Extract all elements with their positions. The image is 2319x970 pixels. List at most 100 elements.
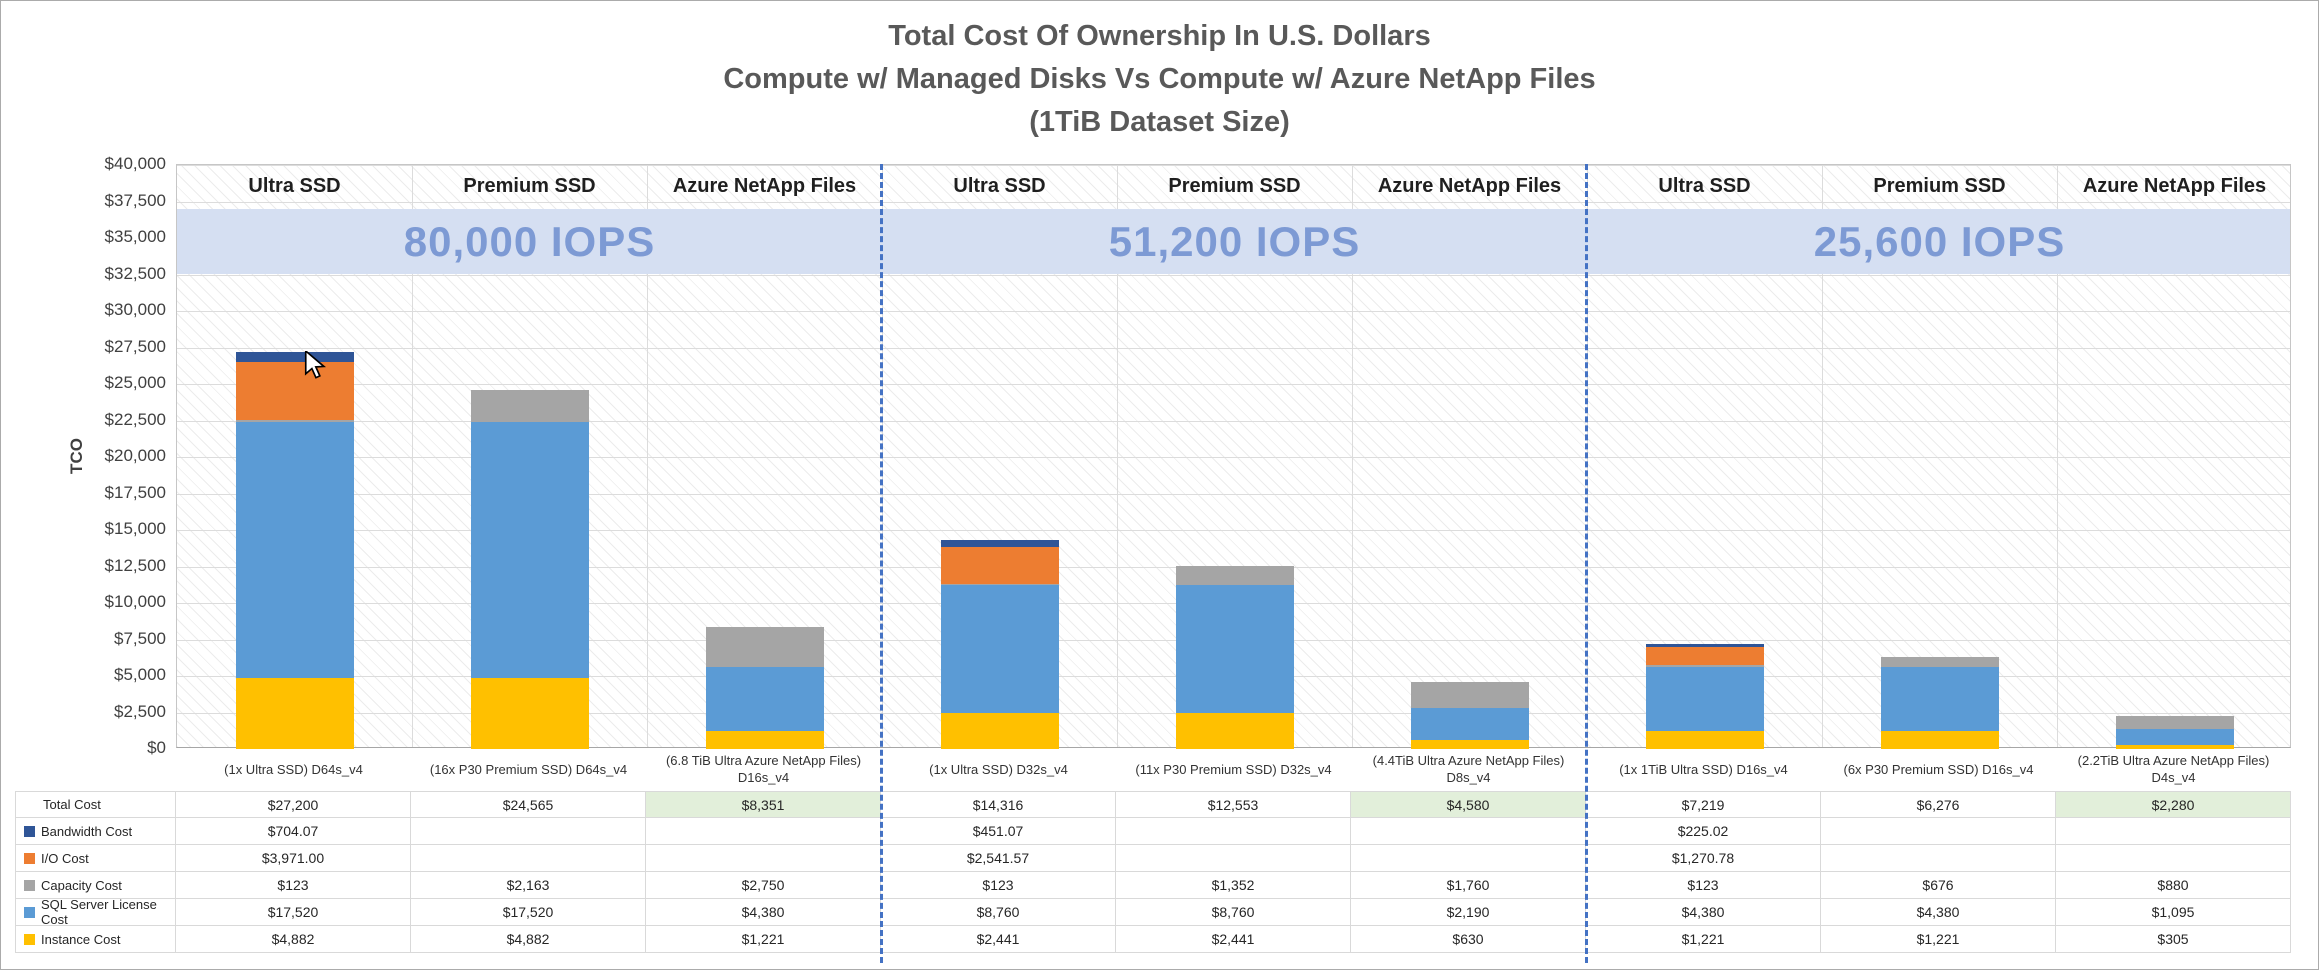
table-cell: $6,276 — [1821, 791, 2056, 818]
column-header-azure-netapp-files: Azure NetApp Files — [1377, 175, 1562, 197]
bar-segment-sql-server-license-cost[interactable] — [1645, 667, 1764, 732]
table-cell: $1,221 — [1586, 926, 1821, 953]
bar-segment-sql-server-license-cost[interactable] — [940, 585, 1059, 714]
bar-segment-instance-cost[interactable] — [235, 677, 354, 749]
bar-segment-capacity-cost[interactable] — [235, 420, 354, 422]
gridline-horizontal — [177, 530, 2290, 531]
table-cell: $3,971.00 — [176, 845, 411, 872]
column-header-ultra-ssd: Ultra SSD — [1658, 175, 1751, 197]
table-cell — [1821, 845, 2056, 872]
category-label: (1x 1TiB Ultra SSD) D16s_v4 — [1619, 761, 1788, 777]
bar-segment-sql-server-license-cost[interactable] — [470, 421, 589, 678]
bar-segment-instance-cost[interactable] — [1645, 731, 1764, 749]
y-axis-tick-label: $37,500 — [104, 190, 166, 210]
y-axis-tick-label: $30,000 — [104, 300, 166, 319]
bar-segment-sql-server-license-cost[interactable] — [705, 667, 824, 732]
y-axis-tick-label: $2,500 — [114, 701, 166, 721]
y-axis-tick-label: $0 — [147, 738, 166, 757]
table-cell: $2,750 — [646, 872, 881, 899]
table-cell: $676 — [1821, 872, 2056, 899]
table-cell: $4,380 — [1821, 899, 2056, 926]
y-axis-tick-label: $15,000 — [104, 519, 166, 538]
bar-segment-sql-server-license-cost[interactable] — [1175, 585, 1294, 714]
bar-segment-sql-server-license-cost[interactable] — [235, 421, 354, 678]
bar-segment-bandwidth-cost[interactable] — [235, 351, 354, 363]
gridline-vertical — [647, 165, 648, 747]
table-row-label-sql-server-license-cost: SQL Server License Cost — [15, 897, 176, 927]
legend-swatch-bandwidth-cost — [24, 825, 35, 837]
table-cell: $1,760 — [1351, 872, 1586, 899]
legend-swatch-sql-server-license-cost — [24, 906, 35, 918]
table-cell: $2,541.57 — [881, 845, 1116, 872]
bar-segment-capacity-cost[interactable] — [470, 390, 589, 422]
table-cell: $4,882 — [176, 926, 411, 953]
gridline-horizontal — [177, 311, 2290, 312]
bar-segment-capacity-cost[interactable] — [940, 583, 1059, 586]
bar-segment-instance-cost[interactable] — [2115, 744, 2234, 749]
y-axis-tick-label: $32,500 — [104, 263, 166, 283]
table-cell — [2056, 845, 2291, 872]
legend-swatch-capacity-cost — [24, 879, 35, 891]
bar-segment-sql-server-license-cost[interactable] — [1410, 707, 1529, 740]
column-header-azure-netapp-files: Azure NetApp Files — [2082, 175, 2267, 197]
gridline-vertical — [2057, 165, 2058, 747]
table-cell — [2056, 818, 2291, 845]
legend-swatch-i-o-cost — [24, 852, 35, 864]
table-cell: $12,553 — [1116, 791, 1351, 818]
bar-segment-instance-cost[interactable] — [1410, 739, 1529, 749]
y-axis-tick-label: $22,500 — [104, 409, 166, 429]
table-cell: $1,221 — [646, 926, 881, 953]
table-cell: $704.07 — [176, 818, 411, 845]
bar-segment-bandwidth-cost[interactable] — [940, 539, 1059, 547]
table-row-name: Instance Cost — [41, 931, 121, 947]
bar-segment-instance-cost[interactable] — [1880, 731, 1999, 749]
bar-segment-capacity-cost[interactable] — [1410, 682, 1529, 708]
bar-segment-instance-cost[interactable] — [705, 731, 824, 749]
table-cell — [411, 845, 646, 872]
bar-segment-capacity-cost[interactable] — [1175, 565, 1294, 586]
gridline-vertical — [1117, 165, 1118, 747]
category-label: (6.8 TiB Ultra Azure NetApp Files) D16s_… — [665, 753, 862, 785]
table-row-label-total-cost: Total Cost — [15, 791, 176, 818]
table-cell: $8,760 — [1116, 899, 1351, 926]
bar-segment-capacity-cost[interactable] — [2115, 715, 2234, 729]
gridline-horizontal — [177, 347, 2290, 349]
bar-segment-sql-server-license-cost[interactable] — [1880, 667, 1999, 732]
table-cell — [1351, 818, 1586, 845]
table-cell: $451.07 — [881, 818, 1116, 845]
bar-segment-capacity-cost[interactable] — [705, 627, 824, 668]
table-cell: $4,580 — [1351, 791, 1586, 818]
bar-segment-bandwidth-cost[interactable] — [1645, 643, 1764, 647]
bar-segment-instance-cost[interactable] — [470, 677, 589, 749]
column-header-azure-netapp-files: Azure NetApp Files — [672, 175, 857, 197]
table-cell: $2,441 — [1116, 926, 1351, 953]
chart-title-line-2: Compute w/ Managed Disks Vs Compute w/ A… — [723, 63, 1596, 95]
y-axis-tick-label: $27,500 — [104, 336, 166, 356]
gridline-horizontal — [177, 201, 2290, 203]
gridline-horizontal — [177, 420, 2290, 422]
table-cell: $27,200 — [176, 791, 411, 818]
bar-segment-capacity-cost[interactable] — [1880, 657, 1999, 668]
mouse-cursor-icon — [304, 351, 327, 379]
table-cell: $630 — [1351, 926, 1586, 953]
table-cell: $225.02 — [1586, 818, 1821, 845]
bar-segment-instance-cost[interactable] — [1175, 713, 1294, 749]
table-row-name: Bandwidth Cost — [41, 823, 133, 839]
gridline-vertical — [1822, 165, 1823, 747]
table-cell: $17,520 — [411, 899, 646, 926]
bar-segment-i-o-cost[interactable] — [235, 362, 354, 421]
bar-segment-capacity-cost[interactable] — [1645, 665, 1764, 668]
category-label: (16x P30 Premium SSD) D64s_v4 — [429, 761, 628, 777]
bar-segment-instance-cost[interactable] — [940, 713, 1059, 749]
table-cell: $123 — [176, 872, 411, 899]
gridline-vertical — [1352, 165, 1353, 747]
column-header-ultra-ssd: Ultra SSD — [248, 175, 341, 197]
column-header-premium-ssd: Premium SSD — [463, 175, 596, 197]
bar-segment-sql-server-license-cost[interactable] — [2115, 728, 2234, 745]
table-cell: $880 — [2056, 872, 2291, 899]
bar-segment-i-o-cost[interactable] — [940, 546, 1059, 584]
table-cell — [646, 818, 881, 845]
bar-segment-i-o-cost[interactable] — [1645, 646, 1764, 666]
table-cell: $1,352 — [1116, 872, 1351, 899]
